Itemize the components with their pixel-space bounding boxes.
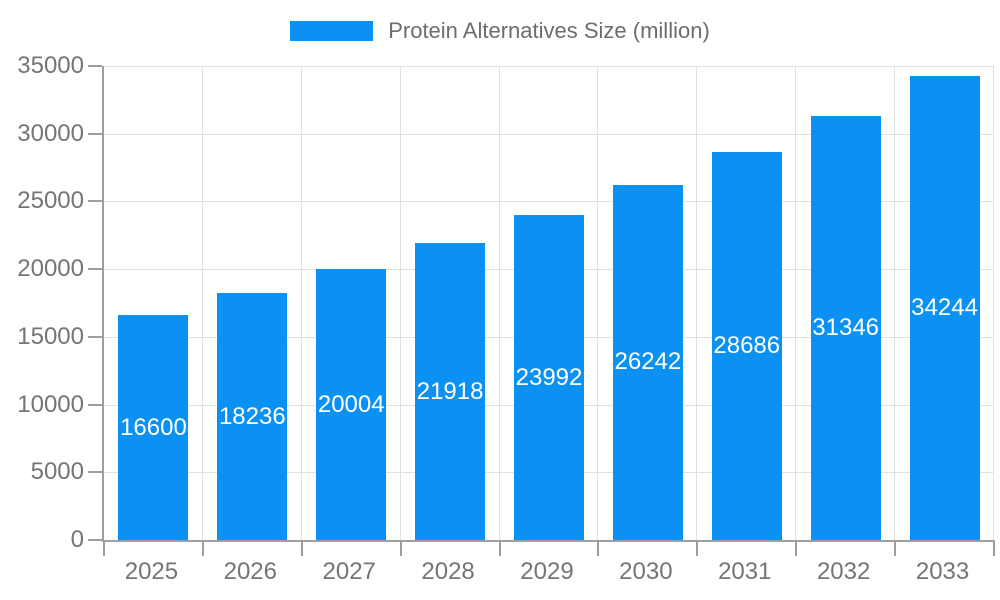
x-tick-label: 2025 (124, 558, 179, 585)
bar-value-label: 18236 (218, 402, 286, 430)
gridline-horizontal (104, 66, 994, 67)
y-tick-label: 30000 (17, 119, 84, 147)
y-axis-tick (88, 471, 102, 474)
y-tick-label: 25000 (17, 187, 84, 215)
gridline-vertical (597, 66, 599, 540)
bar-value-label: 28686 (713, 331, 781, 359)
bar[interactable]: 28686 (711, 151, 782, 540)
bar-value-label: 26242 (614, 348, 682, 376)
gridline-horizontal (104, 133, 994, 135)
bar[interactable]: 26242 (612, 184, 683, 540)
bar[interactable]: 18236 (217, 293, 288, 540)
bar-value-label: 16600 (120, 413, 187, 441)
gridline-vertical (894, 66, 896, 540)
x-axis-tick (696, 540, 699, 556)
y-tick-label: 5000 (30, 458, 84, 486)
gridline-horizontal (104, 201, 994, 203)
y-axis-tick (88, 200, 102, 203)
bar[interactable]: 16600 (118, 315, 189, 540)
x-axis-tick (300, 540, 303, 556)
y-tick-label: 20000 (17, 255, 84, 283)
bar[interactable]: 31346 (810, 115, 881, 540)
x-axis-tick (894, 540, 897, 556)
y-axis-tick (88, 268, 102, 271)
bar-value-label: 34244 (911, 294, 978, 322)
gridline-vertical (300, 66, 302, 540)
bar[interactable]: 34244 (909, 76, 980, 540)
x-tick-label: 2031 (718, 558, 772, 585)
gridline-vertical (696, 66, 698, 540)
y-axis-tick (88, 539, 102, 541)
legend[interactable]: Protein Alternatives Size (million) (0, 18, 1000, 44)
x-axis-tick (201, 540, 204, 556)
x-tick-label: 2028 (421, 558, 475, 585)
x-axis-tick (795, 540, 798, 556)
plot-area: 16600 18236 20004 21918 23992 26242 28686 31346… (88, 65, 995, 556)
y-axis-tick (88, 335, 102, 338)
bar-value-label: 31346 (812, 313, 880, 341)
y-tick-label: 10000 (17, 390, 84, 418)
bar-value-label: 21918 (416, 377, 484, 405)
gridline-vertical (399, 66, 401, 540)
x-tick-label: 2033 (915, 558, 970, 585)
y-axis-tick (88, 132, 102, 135)
bar[interactable]: 20004 (316, 269, 387, 540)
x-axis-tick (993, 540, 995, 556)
x-tick-label: 2030 (619, 558, 673, 585)
x-axis-tick (399, 540, 402, 556)
gridline-vertical (993, 66, 994, 540)
gridline-vertical (498, 66, 500, 540)
x-tick-label: 2026 (223, 558, 277, 585)
x-axis-tick (597, 540, 600, 556)
legend-label: Protein Alternatives Size (million) (388, 18, 710, 43)
y-tick-label: 35000 (17, 52, 84, 79)
bar[interactable]: 23992 (514, 215, 584, 540)
gridline-vertical (201, 66, 203, 540)
legend-swatch (290, 21, 374, 41)
bar[interactable]: 21918 (415, 243, 486, 540)
x-tick-label: 2029 (520, 558, 574, 585)
bar-value-label: 23992 (515, 363, 583, 391)
y-axis-tick (88, 403, 102, 406)
x-axis-tick (103, 540, 105, 556)
y-axis-tick (88, 65, 102, 67)
x-tick-label: 2032 (816, 558, 871, 585)
y-tick-label: 15000 (17, 322, 84, 350)
gridline-vertical (795, 66, 797, 540)
y-tick-label: 0 (70, 526, 84, 553)
bar-value-label: 20004 (317, 390, 385, 418)
x-axis-tick (498, 540, 501, 556)
x-tick-label: 2027 (322, 558, 376, 585)
